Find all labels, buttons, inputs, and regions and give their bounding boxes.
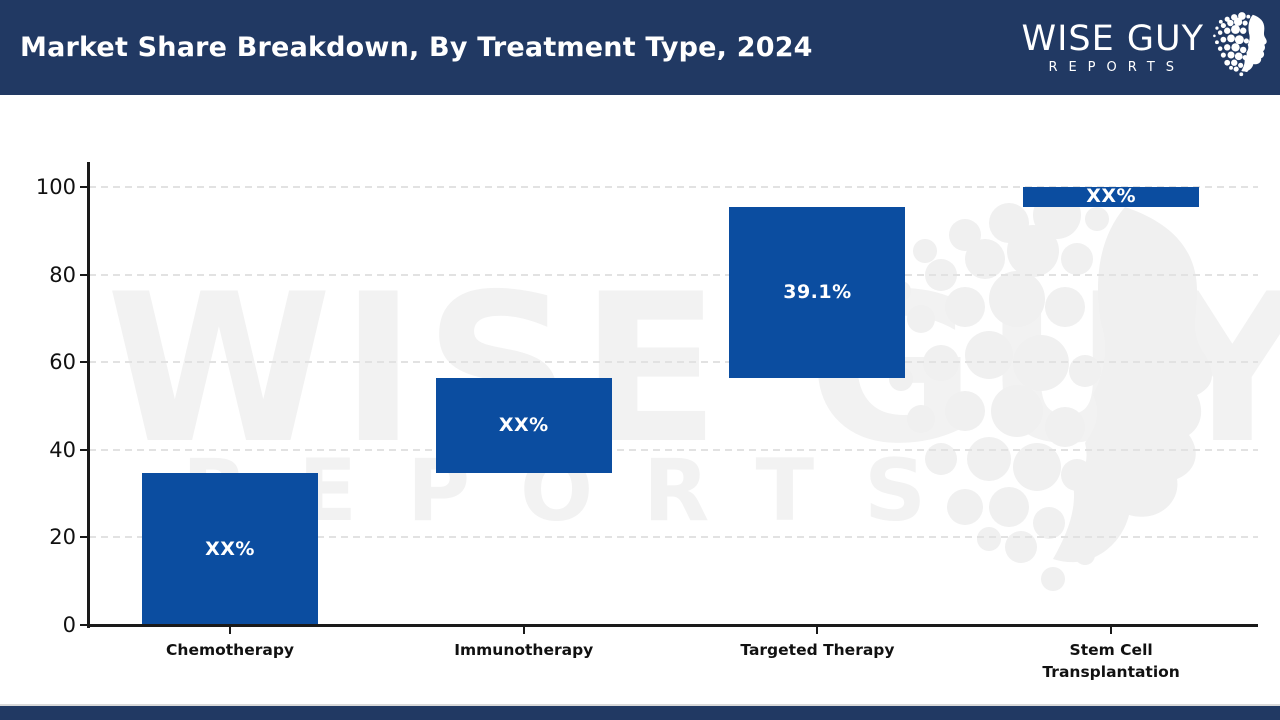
bar-value-label: XX% — [205, 537, 255, 560]
bar-stem-cell-transplantation: XX% — [1023, 185, 1200, 208]
footer-divider — [0, 704, 1280, 706]
y-tick-label: 0 — [62, 613, 76, 637]
x-tick-mark — [1110, 627, 1113, 634]
gridline — [89, 186, 1258, 188]
bar-value-label: XX% — [498, 414, 549, 437]
x-tick-mark — [816, 627, 819, 634]
gridline — [89, 448, 1258, 451]
y-tick-mark — [80, 273, 88, 276]
logo-wordmark: WISE GUY REPORTS — [1021, 18, 1204, 75]
bar-immunotherapy: XX% — [435, 377, 612, 474]
bar-targeted-therapy: 39.1% — [729, 206, 906, 378]
logo-wordmark-sub: REPORTS — [1048, 59, 1186, 75]
footer-bar — [0, 706, 1280, 720]
gridline — [89, 273, 1258, 276]
y-tick-label: 20 — [49, 525, 76, 550]
y-tick-label: 40 — [49, 437, 76, 462]
logo-wordmark-main: WISE GUY — [1021, 18, 1204, 59]
page-title: Market Share Breakdown, By Treatment Typ… — [20, 32, 813, 63]
wiseguy-head-icon — [1213, 11, 1267, 76]
y-tick-mark — [80, 624, 88, 626]
x-category-label: Chemotherapy — [166, 641, 295, 659]
y-tick-mark — [80, 536, 88, 539]
header-bar: Market Share Breakdown, By Treatment Typ… — [0, 0, 1280, 95]
y-tick-mark — [80, 361, 88, 364]
x-category-label: Stem Cell Transplantation — [1042, 641, 1180, 681]
x-tick-mark — [229, 627, 232, 634]
y-axis-spine — [87, 162, 90, 628]
x-tick-mark — [522, 627, 525, 634]
y-tick-label: 100 — [35, 175, 76, 199]
gridline — [89, 536, 1258, 539]
y-tick-label: 60 — [49, 350, 76, 375]
bar-chemotherapy: XX% — [142, 473, 319, 625]
x-category-label: Targeted Therapy — [740, 641, 895, 659]
x-axis-spine — [89, 624, 1258, 627]
y-tick-label: 80 — [49, 262, 76, 287]
x-category-label: Immunotherapy — [454, 641, 594, 659]
wiseguy-logo: WISE GUY REPORTS — [1021, 0, 1272, 95]
y-tick-mark — [80, 186, 88, 188]
bar-value-label: XX% — [1086, 185, 1137, 208]
y-tick-mark — [80, 448, 88, 451]
bar-value-label: 39.1% — [783, 280, 852, 303]
gridline — [89, 361, 1258, 364]
